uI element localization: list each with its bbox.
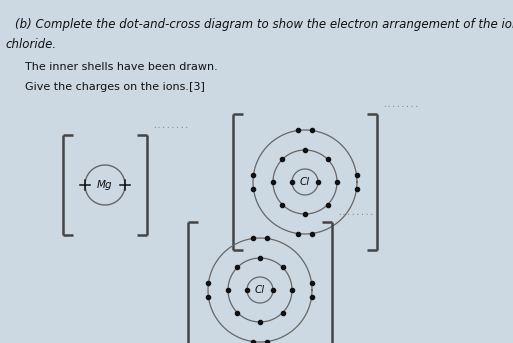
Text: Cl: Cl [300, 177, 310, 187]
Text: Mg: Mg [97, 180, 113, 190]
Text: ........: ........ [382, 100, 419, 109]
Text: Give the charges on the ions.[3]: Give the charges on the ions.[3] [25, 82, 205, 92]
Text: Cl: Cl [255, 285, 265, 295]
Text: ........: ........ [337, 208, 374, 217]
Text: The inner shells have been drawn.: The inner shells have been drawn. [25, 62, 218, 72]
Text: ........: ........ [152, 121, 189, 130]
Text: (b) Complete the dot-and-cross diagram to show the electron arrangement of the i: (b) Complete the dot-and-cross diagram t… [15, 18, 513, 31]
Text: chloride.: chloride. [5, 38, 56, 51]
